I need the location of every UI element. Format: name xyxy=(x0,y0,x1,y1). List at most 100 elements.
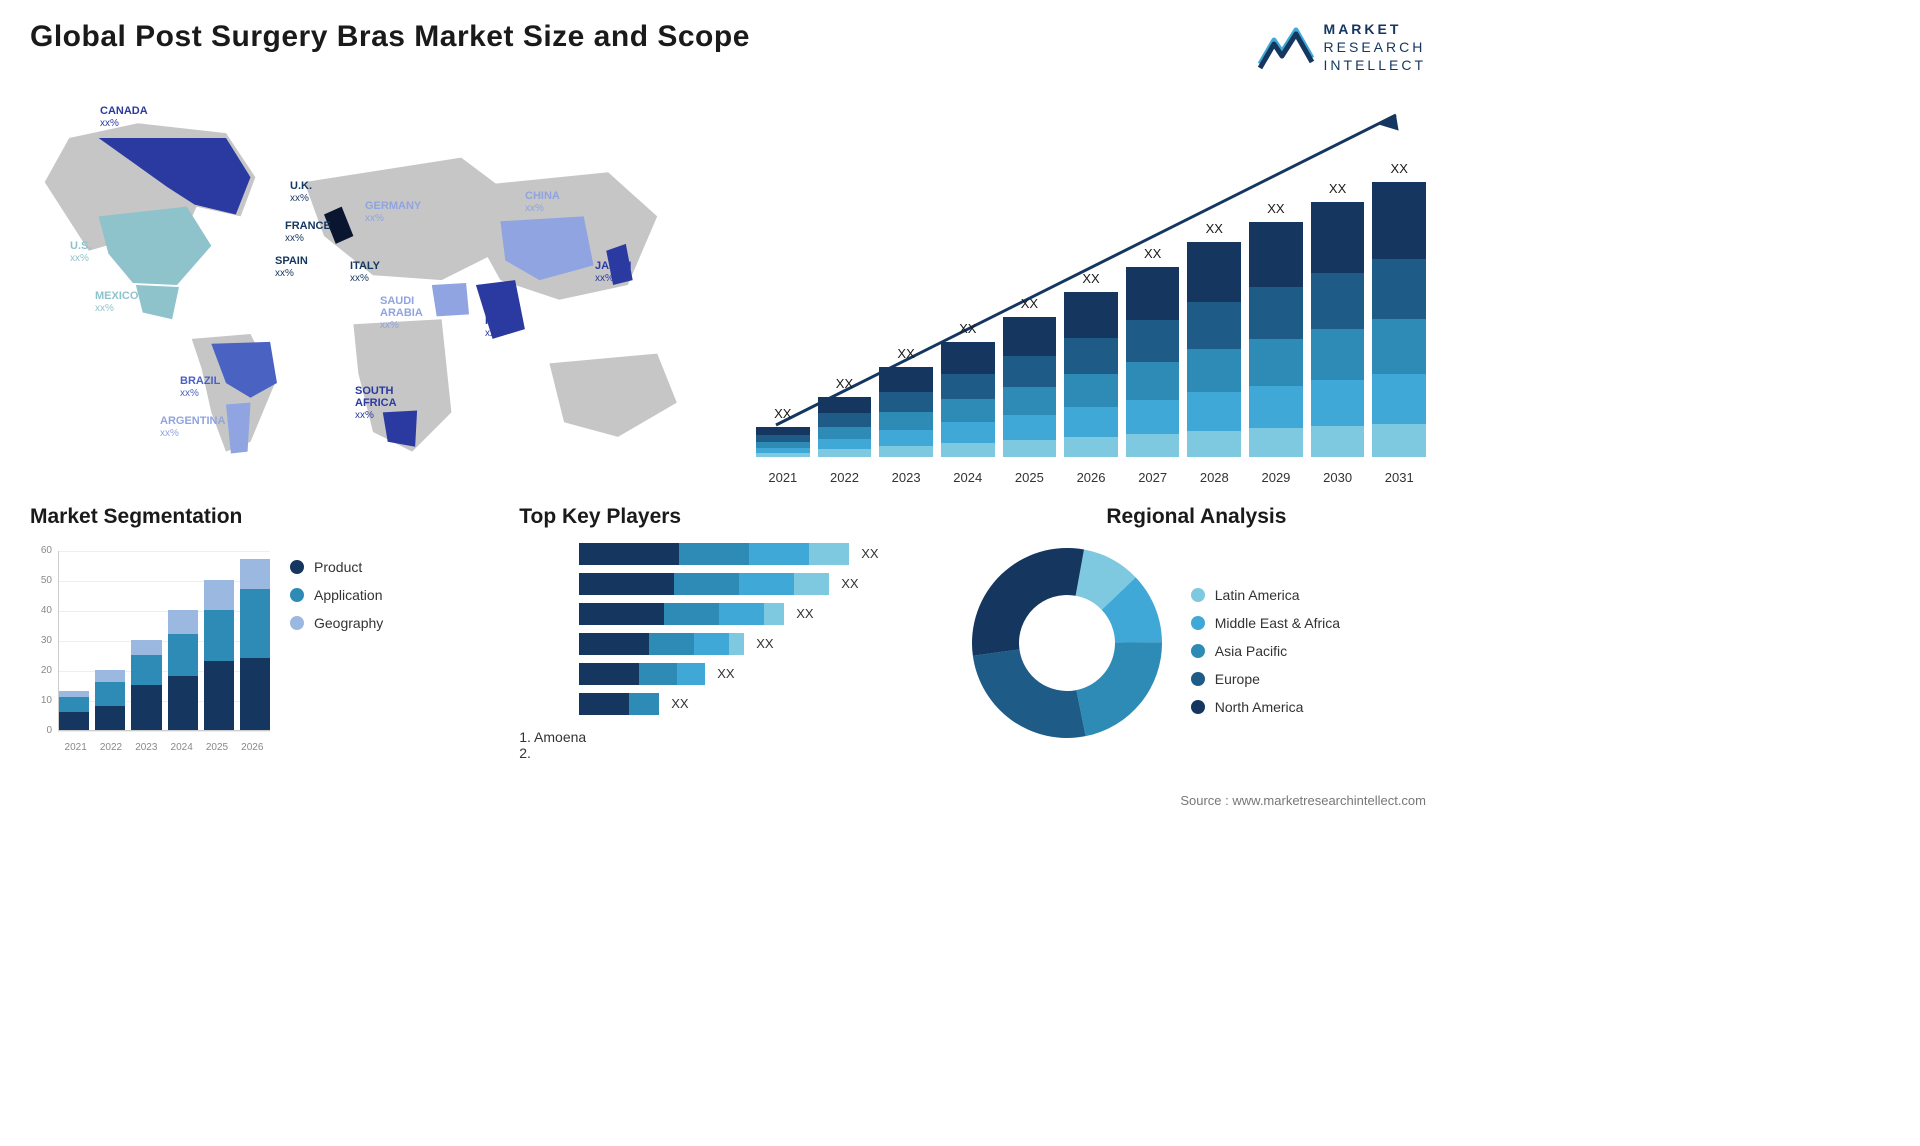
player-label: XX xyxy=(861,546,878,561)
segmentation-legend: Product Application Geography xyxy=(290,543,383,753)
map-label: ITALYxx% xyxy=(350,260,380,284)
legend-label: Geography xyxy=(314,615,383,631)
lower-row: Market Segmentation 0102030405060 202120… xyxy=(0,495,1456,761)
legend-dot xyxy=(1191,588,1205,602)
legend-item: Europe xyxy=(1191,671,1340,687)
x-label: 2024 xyxy=(941,470,995,485)
map-label: FRANCExx% xyxy=(285,220,331,244)
x-label: 2023 xyxy=(879,470,933,485)
bar-top-label: XX xyxy=(836,376,853,391)
regional-legend: Latin America Middle East & Africa Asia Pa… xyxy=(1191,571,1340,715)
growth-bar-col: XX xyxy=(879,137,933,457)
segmentation-title: Market Segmentation xyxy=(30,505,489,529)
legend-dot xyxy=(290,616,304,630)
player-row: XX xyxy=(579,543,937,565)
map-label: CHINAxx% xyxy=(525,190,560,214)
x-label: 2025 xyxy=(1003,470,1057,485)
map-label: U.S.xx% xyxy=(70,240,91,264)
seg-x-label: 2021 xyxy=(58,742,93,753)
seg-x-label: 2023 xyxy=(129,742,164,753)
seg-bar xyxy=(168,610,198,730)
segmentation-section: Market Segmentation 0102030405060 202120… xyxy=(30,505,489,761)
seg-x-label: 2024 xyxy=(164,742,199,753)
seg-bar xyxy=(204,580,234,730)
logo-text: MARKET RESEARCH INTELLECT xyxy=(1324,20,1426,75)
legend-item: North America xyxy=(1191,699,1340,715)
legend-label: Latin America xyxy=(1215,587,1300,603)
growth-bar-col: XX xyxy=(941,137,995,457)
map-label: JAPANxx% xyxy=(595,260,631,284)
x-label: 2027 xyxy=(1126,470,1180,485)
bar-top-label: XX xyxy=(1391,161,1408,176)
seg-x-label: 2026 xyxy=(235,742,270,753)
header: Global Post Surgery Bras Market Size and… xyxy=(0,0,1456,85)
legend-dot xyxy=(290,588,304,602)
map-label: ARGENTINAxx% xyxy=(160,415,225,439)
players-list: 1. Amoena2. xyxy=(519,729,937,761)
map-label: INDIAxx% xyxy=(485,315,515,339)
legend-item: Asia Pacific xyxy=(1191,643,1340,659)
players-title: Top Key Players xyxy=(519,505,937,529)
bar-top-label: XX xyxy=(1144,246,1161,261)
regional-donut xyxy=(967,543,1167,743)
upper-row: CANADAxx% U.S.xx% MEXICOxx% BRAZILxx% ARGENT… xyxy=(0,85,1456,485)
bar-top-label: XX xyxy=(897,346,914,361)
map-label: SPAINxx% xyxy=(275,255,308,279)
growth-x-axis: 2021202220232024202520262027202820292030… xyxy=(756,470,1426,485)
seg-bar xyxy=(131,640,161,730)
map-label: SOUTHAFRICAxx% xyxy=(355,385,397,421)
world-map: CANADAxx% U.S.xx% MEXICOxx% BRAZILxx% ARGENT… xyxy=(30,85,716,485)
legend-item: Latin America xyxy=(1191,587,1340,603)
x-label: 2022 xyxy=(818,470,872,485)
growth-bar-col: XX xyxy=(1249,137,1303,457)
map-label: MEXICOxx% xyxy=(95,290,138,314)
source-text: Source : www.marketresearchintellect.com xyxy=(1180,793,1426,808)
player-row: XX xyxy=(579,663,937,685)
map-svg xyxy=(30,85,716,485)
legend-label: Product xyxy=(314,559,362,575)
seg-x-label: 2025 xyxy=(199,742,234,753)
x-label: 2030 xyxy=(1311,470,1365,485)
growth-bar-col: XX xyxy=(1372,137,1426,457)
player-label: XX xyxy=(717,666,734,681)
player-label: XX xyxy=(841,576,858,591)
players-bars: XXXXXXXXXXXX xyxy=(519,543,937,715)
growth-bar-col: XX xyxy=(1064,137,1118,457)
players-section: Top Key Players XXXXXXXXXXXX 1. Amoena2. xyxy=(519,505,937,761)
player-label: XX xyxy=(796,606,813,621)
bar-top-label: XX xyxy=(1206,221,1223,236)
legend-item: Product xyxy=(290,559,383,575)
player-label: XX xyxy=(671,696,688,711)
x-label: 2021 xyxy=(756,470,810,485)
legend-dot xyxy=(1191,672,1205,686)
map-label: GERMANYxx% xyxy=(365,200,421,224)
x-label: 2028 xyxy=(1187,470,1241,485)
bar-top-label: XX xyxy=(1082,271,1099,286)
legend-item: Middle East & Africa xyxy=(1191,615,1340,631)
legend-label: Application xyxy=(314,587,383,603)
legend-dot xyxy=(1191,644,1205,658)
growth-bar-col: XX xyxy=(1187,137,1241,457)
map-label: CANADAxx% xyxy=(100,105,148,129)
legend-label: North America xyxy=(1215,699,1304,715)
legend-label: Asia Pacific xyxy=(1215,643,1287,659)
map-label: BRAZILxx% xyxy=(180,375,220,399)
seg-bar xyxy=(95,670,125,730)
legend-dot xyxy=(1191,616,1205,630)
map-label: U.K.xx% xyxy=(290,180,312,204)
player-row: XX xyxy=(579,573,937,595)
player-list-item: 2. xyxy=(519,745,937,761)
growth-bars: XXXXXXXXXXXXXXXXXXXXXX xyxy=(756,137,1426,457)
logo: MARKET RESEARCH INTELLECT xyxy=(1256,20,1426,75)
logo-icon xyxy=(1256,22,1316,72)
regional-section: Regional Analysis Latin America Middle Ea… xyxy=(967,505,1426,761)
legend-item: Geography xyxy=(290,615,383,631)
legend-item: Application xyxy=(290,587,383,603)
growth-bar-col: XX xyxy=(1311,137,1365,457)
growth-bar-col: XX xyxy=(818,137,872,457)
regional-title: Regional Analysis xyxy=(967,505,1426,529)
legend-label: Europe xyxy=(1215,671,1260,687)
seg-bar xyxy=(59,691,89,730)
growth-bar-col: XX xyxy=(756,137,810,457)
bar-top-label: XX xyxy=(1329,181,1346,196)
